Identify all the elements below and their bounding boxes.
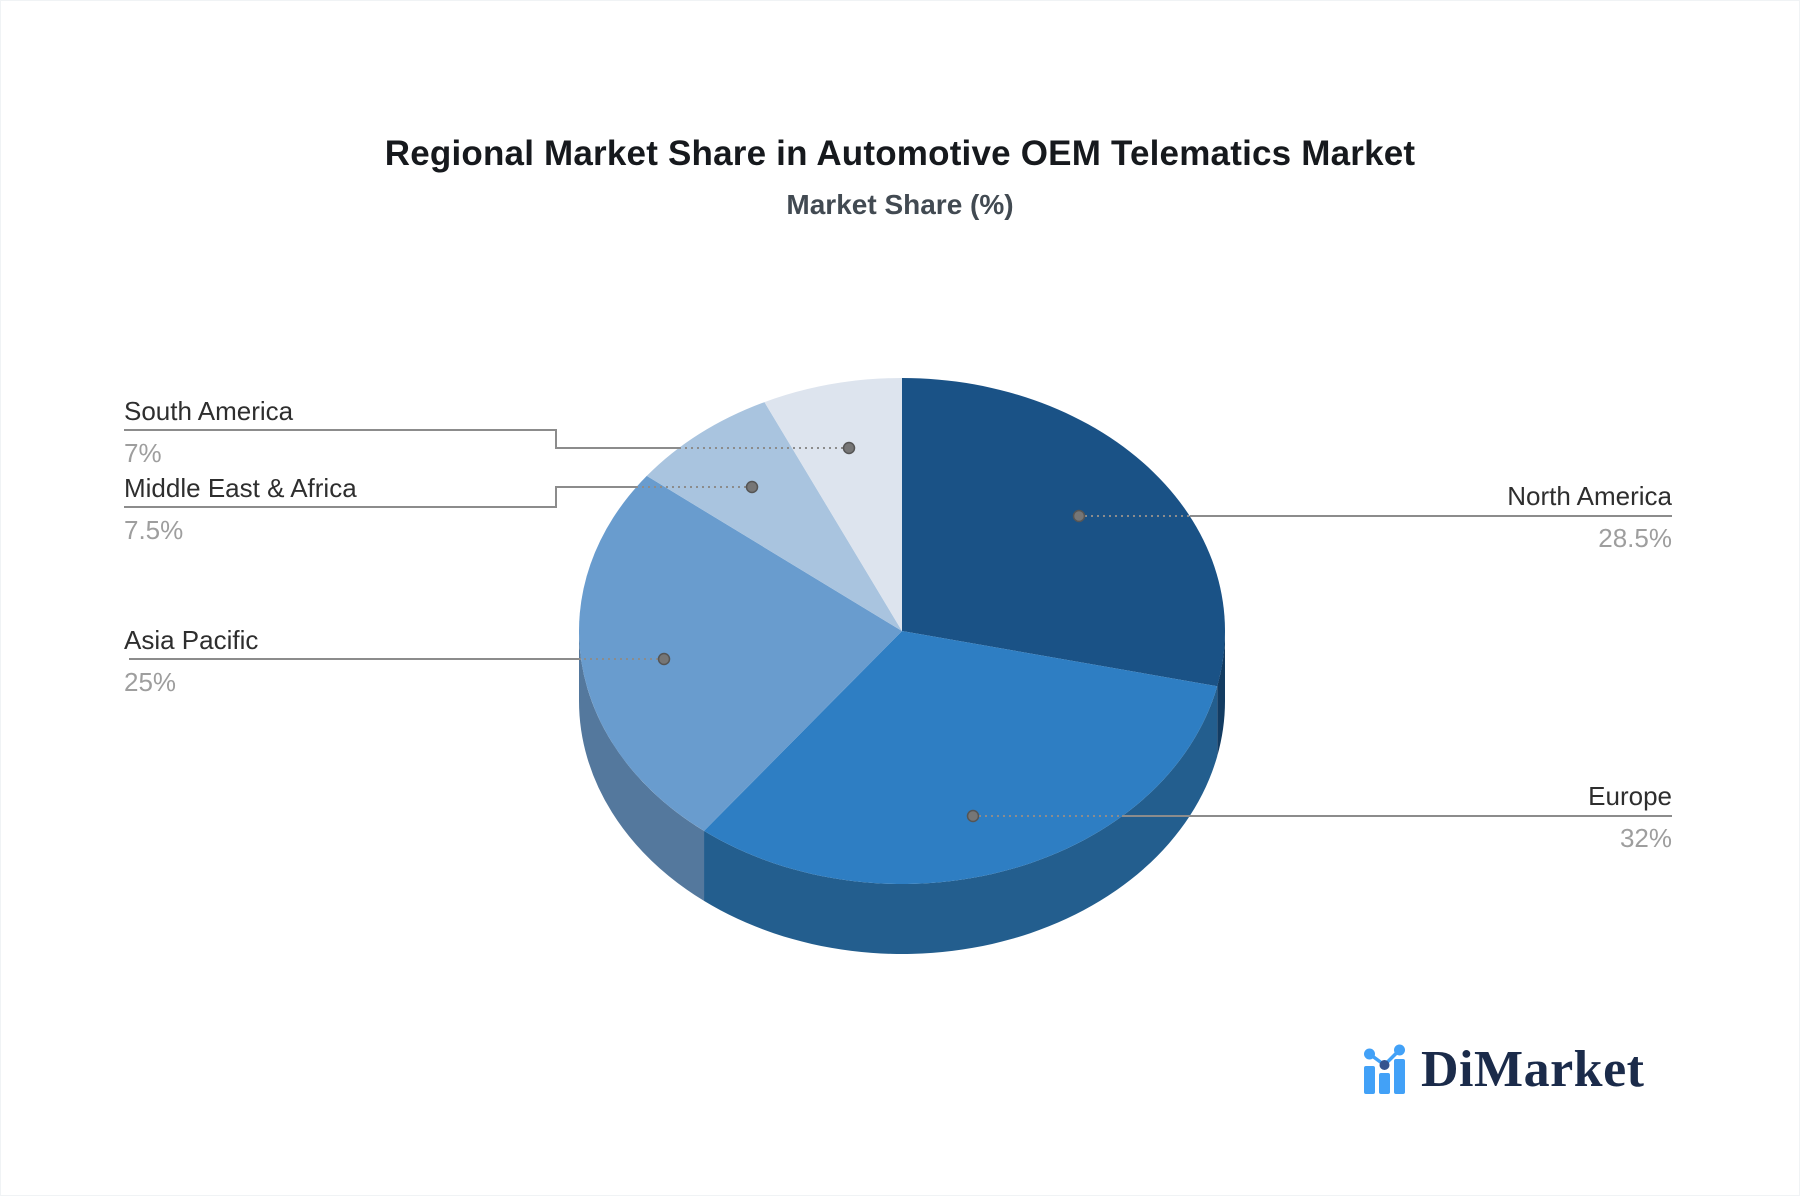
leader-dot (1072, 509, 1086, 523)
label-south-america: South America 7% (124, 396, 293, 468)
bar-chart-trend-icon (1364, 1044, 1405, 1094)
leader-dot (745, 480, 759, 494)
pie-slice-south-america[interactable] (764, 378, 902, 631)
pie-slice-side (1217, 631, 1225, 757)
pie-slice-north-america[interactable] (902, 378, 1225, 687)
slice-value: 25% (124, 667, 177, 697)
slice-label: South America (124, 396, 294, 426)
leader-line (124, 486, 636, 508)
pie-slice-side (579, 631, 705, 901)
pie-slice-side (704, 686, 1218, 954)
pie-slice-asia-pacific[interactable] (579, 475, 902, 831)
slice-value: 7% (124, 438, 162, 468)
slice-value: 28.5% (1598, 523, 1672, 553)
chart-title: Regional Market Share in Automotive OEM … (384, 134, 1416, 173)
label-asia-pacific: Asia Pacific 25% (124, 625, 258, 697)
slice-label: Asia Pacific (124, 625, 259, 655)
label-north-america: North America 28.5% (1507, 481, 1672, 553)
logo: DiMarket (1364, 1044, 1644, 1096)
pie-slice-europe[interactable] (704, 631, 1218, 884)
leader-dot (966, 809, 980, 823)
pie-slice-middle-east-africa[interactable] (646, 402, 902, 631)
leader-line (124, 429, 679, 449)
leader-dot (657, 652, 671, 666)
slice-label: Europe (1588, 781, 1672, 811)
slice-label: North America (1507, 481, 1672, 511)
label-middle-east-africa: Middle East & Africa 7.5% (124, 473, 357, 545)
slice-value: 32% (1619, 823, 1672, 853)
label-europe: Europe 32% (1588, 781, 1672, 853)
leader-dot (842, 441, 856, 455)
logo-text: DiMarket (1421, 1041, 1645, 1098)
slice-value: 7.5% (124, 515, 184, 545)
slice-label: Middle East & Africa (124, 473, 357, 503)
chart-subtitle: Market Share (%) (786, 189, 1014, 220)
